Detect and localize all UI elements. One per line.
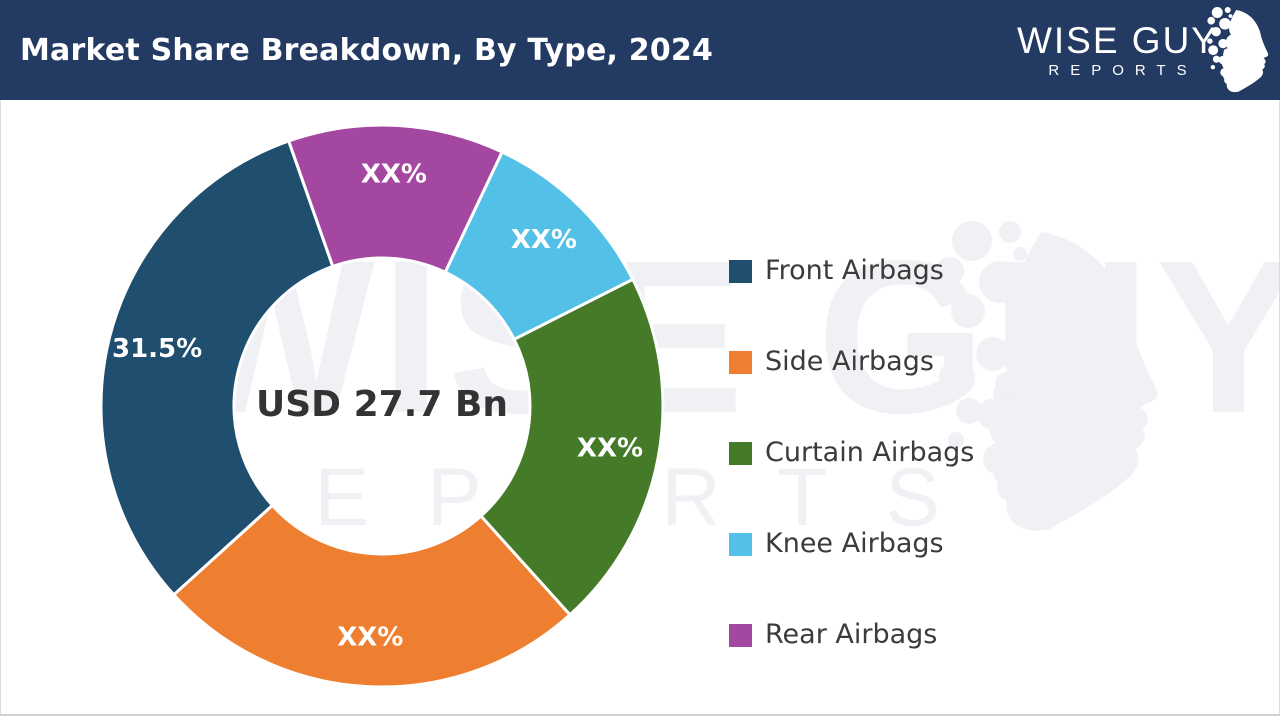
slice-label-curtain-airbags: XX%: [577, 434, 643, 464]
wise-guy-reports-logo: WISE GUY REPORTS: [1017, 4, 1272, 96]
legend-label-knee-airbags: Knee Airbags: [765, 528, 944, 559]
legend-swatch-knee-airbags: [729, 532, 752, 556]
slice-label-rear-airbags: XX%: [361, 159, 427, 189]
legend-swatch-rear-airbags: [729, 623, 752, 647]
chart-area: WISE GUY REPORTS 31.5%XX%XX%XX%XX% USD 2…: [0, 100, 1280, 716]
legend-label-side-airbags: Side Airbags: [765, 346, 934, 377]
slice-label-front-airbags: 31.5%: [112, 334, 202, 364]
logo-face-icon: [1207, 6, 1269, 93]
donut-center-value: USD 27.7 Bn: [256, 384, 508, 425]
donut-segment-front-airbags: [99, 139, 335, 597]
legend-swatch-curtain-airbags: [729, 441, 752, 465]
legend-label-curtain-airbags: Curtain Airbags: [765, 437, 975, 468]
legend-item-curtain-airbags: Curtain Airbags: [729, 437, 974, 469]
legend-item-side-airbags: Side Airbags: [729, 346, 974, 378]
legend-swatch-side-airbags: [729, 350, 752, 374]
header-bar: Market Share Breakdown, By Type, 2024 WI…: [0, 0, 1280, 100]
legend-item-knee-airbags: Knee Airbags: [729, 528, 974, 560]
slice-label-side-airbags: XX%: [337, 623, 403, 653]
donut-segment-curtain-airbags: [479, 277, 665, 617]
donut-segment-rear-airbags: [287, 123, 504, 274]
legend-item-rear-airbags: Rear Airbags: [729, 619, 974, 651]
chart-legend: Front Airbags Side Airbags Curtain Airbags…: [729, 255, 974, 651]
logo-wordmark: WISE GUY: [1016, 19, 1218, 61]
slice-label-knee-airbags: XX%: [511, 225, 577, 255]
legend-label-front-airbags: Front Airbags: [765, 255, 944, 286]
legend-swatch-front-airbags: [729, 259, 752, 283]
donut-chart: 31.5% XX% XX% XX% XX%: [99, 123, 665, 689]
donut-segment-knee-airbags: [443, 150, 635, 341]
page-title: Market Share Breakdown, By Type, 2024: [20, 32, 714, 68]
legend-label-rear-airbags: Rear Airbags: [765, 619, 938, 650]
logo-text: WISE GUY REPORTS: [1016, 19, 1218, 80]
legend-item-front-airbags: Front Airbags: [729, 255, 974, 287]
logo-subtitle: REPORTS: [1048, 61, 1198, 79]
donut-segment-side-airbags: [172, 503, 572, 689]
